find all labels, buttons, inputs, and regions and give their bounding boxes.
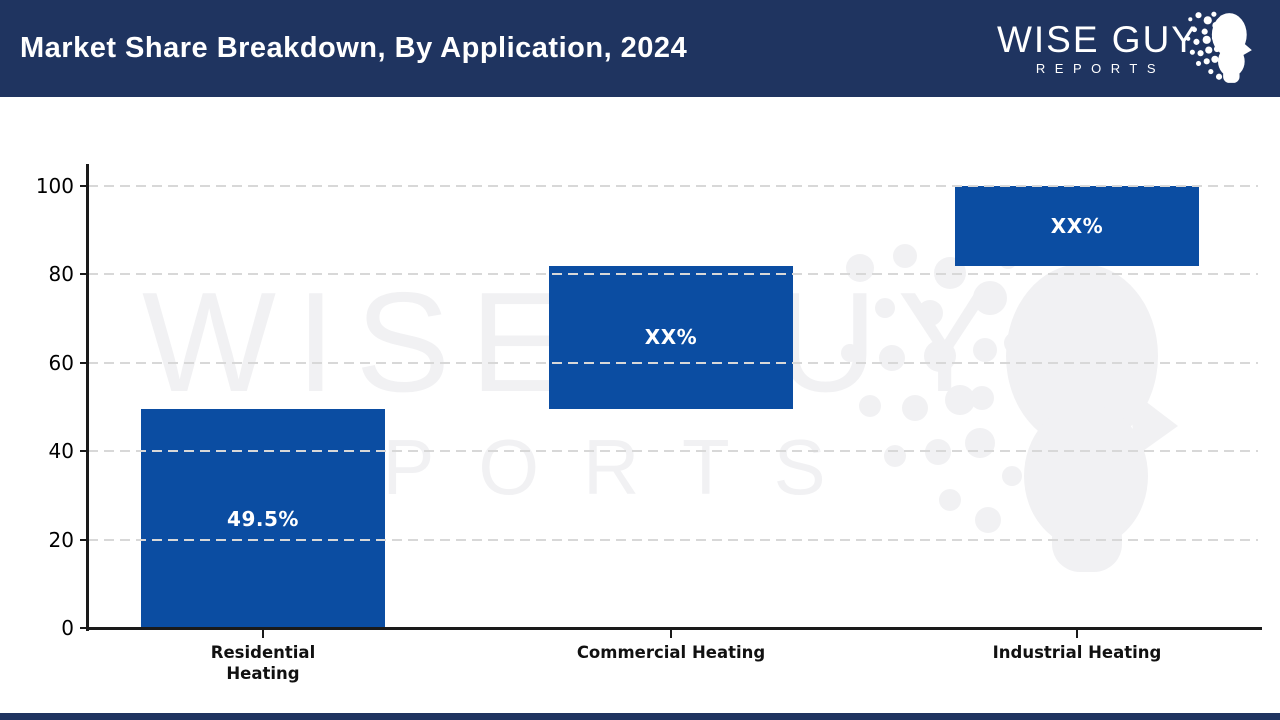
y-tick-label-80: 80 (48, 262, 74, 287)
y-tick-40 (80, 450, 88, 453)
x-tick-residential-heating (262, 630, 264, 638)
header-bar: Market Share Breakdown, By Application, … (0, 0, 1280, 97)
y-tick-60 (80, 361, 88, 364)
y-tick-label-0: 0 (61, 616, 74, 640)
gridline-80 (88, 273, 1258, 276)
bar-label-commercial-heating: XX% (644, 325, 698, 350)
page-title: Market Share Breakdown, By Application, … (20, 32, 688, 64)
y-tick-0 (80, 627, 88, 629)
head-profile-icon (1186, 11, 1252, 83)
y-tick-80 (80, 273, 88, 276)
x-tick-commercial-heating (670, 630, 672, 638)
gridline-20 (88, 538, 1258, 541)
watermark-head-profile (841, 243, 1178, 572)
brand-logo-subtitle: REPORTS (1035, 61, 1166, 76)
x-axis-spine (86, 627, 1262, 630)
y-tick-label-100: 100 (35, 174, 74, 198)
x-tick-industrial-heating (1076, 630, 1078, 638)
gridline-40 (88, 450, 1258, 453)
bar-residential-heating (141, 409, 385, 628)
gridline-60 (88, 361, 1258, 364)
x-tick-label-industrial-heating: Industrial Heating (992, 643, 1162, 662)
brand-logo-wordmark: WISE GUY (996, 19, 1198, 60)
y-tick-20 (80, 538, 88, 541)
brand-logo-text: WISE GUY REPORTS (997, 21, 1198, 76)
y-tick-label-60: 60 (48, 350, 74, 375)
x-tick-label-residential-heating: Residential Heating (210, 643, 316, 684)
y-axis-spine (86, 164, 89, 631)
gridline-100 (88, 185, 1258, 187)
x-tick-label-commercial-heating: Commercial Heating (576, 643, 766, 662)
y-tick-label-40: 40 (48, 439, 74, 464)
footer-accent-bar (0, 713, 1280, 720)
bar-commercial-heating (549, 265, 793, 410)
y-tick-100 (80, 185, 88, 187)
bar-label-residential-heating: 49.5% (227, 506, 299, 531)
bar-industrial-heating (955, 186, 1199, 266)
bar-label-industrial-heating: XX% (1050, 213, 1104, 238)
brand-logo: WISE GUY REPORTS (997, 11, 1254, 87)
y-tick-label-20: 20 (48, 527, 74, 552)
